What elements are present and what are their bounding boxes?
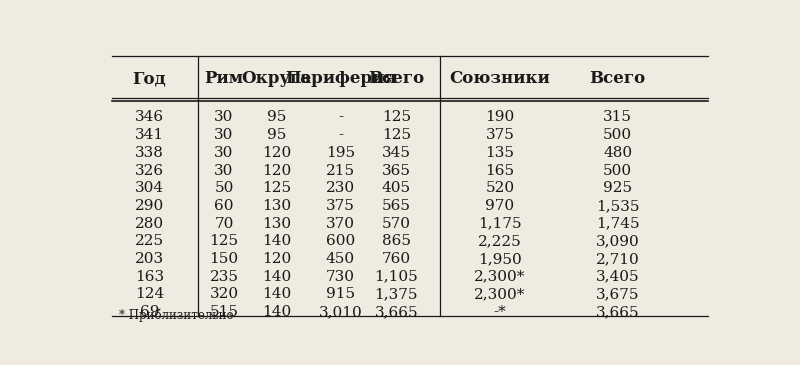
Text: 730: 730 bbox=[326, 270, 355, 284]
Text: 280: 280 bbox=[135, 217, 164, 231]
Text: 365: 365 bbox=[382, 164, 411, 177]
Text: -: - bbox=[338, 128, 343, 142]
Text: 3,665: 3,665 bbox=[596, 305, 639, 319]
Text: 375: 375 bbox=[486, 128, 514, 142]
Text: Союзники: Союзники bbox=[450, 70, 550, 88]
Text: 3,675: 3,675 bbox=[596, 288, 639, 301]
Text: 125: 125 bbox=[382, 111, 411, 124]
Text: 215: 215 bbox=[326, 164, 355, 177]
Text: 140: 140 bbox=[262, 288, 291, 301]
Text: 925: 925 bbox=[603, 181, 632, 195]
Text: 1,105: 1,105 bbox=[374, 270, 418, 284]
Text: 290: 290 bbox=[135, 199, 164, 213]
Text: 140: 140 bbox=[262, 234, 291, 248]
Text: 135: 135 bbox=[486, 146, 514, 160]
Text: 30: 30 bbox=[214, 128, 234, 142]
Text: 30: 30 bbox=[214, 146, 234, 160]
Text: 1,745: 1,745 bbox=[596, 217, 639, 231]
Text: 304: 304 bbox=[135, 181, 164, 195]
Text: 150: 150 bbox=[210, 252, 238, 266]
Text: 970: 970 bbox=[486, 199, 514, 213]
Text: 140: 140 bbox=[262, 305, 291, 319]
Text: Год: Год bbox=[133, 70, 166, 88]
Text: 450: 450 bbox=[326, 252, 355, 266]
Text: 70: 70 bbox=[214, 217, 234, 231]
Text: 125: 125 bbox=[382, 128, 411, 142]
Text: 515: 515 bbox=[210, 305, 238, 319]
Text: 190: 190 bbox=[486, 111, 514, 124]
Text: 195: 195 bbox=[326, 146, 355, 160]
Text: 30: 30 bbox=[214, 164, 234, 177]
Text: 120: 120 bbox=[262, 146, 291, 160]
Text: 600: 600 bbox=[326, 234, 355, 248]
Text: 570: 570 bbox=[382, 217, 411, 231]
Text: 375: 375 bbox=[326, 199, 355, 213]
Text: 1,950: 1,950 bbox=[478, 252, 522, 266]
Text: 3,665: 3,665 bbox=[374, 305, 418, 319]
Text: -: - bbox=[338, 111, 343, 124]
Text: Периферия: Периферия bbox=[285, 70, 396, 88]
Text: 500: 500 bbox=[603, 128, 632, 142]
Text: 915: 915 bbox=[326, 288, 355, 301]
Text: 235: 235 bbox=[210, 270, 238, 284]
Text: 230: 230 bbox=[326, 181, 355, 195]
Text: 130: 130 bbox=[262, 199, 291, 213]
Text: 1,375: 1,375 bbox=[374, 288, 418, 301]
Text: 315: 315 bbox=[603, 111, 632, 124]
Text: 120: 120 bbox=[262, 252, 291, 266]
Text: 480: 480 bbox=[603, 146, 632, 160]
Text: 865: 865 bbox=[382, 234, 411, 248]
Text: 1,535: 1,535 bbox=[596, 199, 639, 213]
Text: 3,090: 3,090 bbox=[596, 234, 639, 248]
Text: 140: 140 bbox=[262, 270, 291, 284]
Text: 320: 320 bbox=[210, 288, 238, 301]
Text: -*: -* bbox=[494, 305, 506, 319]
Text: 520: 520 bbox=[486, 181, 514, 195]
Text: 125: 125 bbox=[210, 234, 238, 248]
Text: 565: 565 bbox=[382, 199, 411, 213]
Text: 120: 120 bbox=[262, 164, 291, 177]
Text: 346: 346 bbox=[135, 111, 164, 124]
Text: 2,300*: 2,300* bbox=[474, 270, 526, 284]
Text: * Приблизительно: * Приблизительно bbox=[118, 308, 234, 322]
Text: 341: 341 bbox=[135, 128, 164, 142]
Text: 95: 95 bbox=[267, 111, 286, 124]
Text: 345: 345 bbox=[382, 146, 411, 160]
Text: 2,300*: 2,300* bbox=[474, 288, 526, 301]
Text: 2,710: 2,710 bbox=[596, 252, 639, 266]
Text: 760: 760 bbox=[382, 252, 411, 266]
Text: 69: 69 bbox=[140, 305, 159, 319]
Text: 338: 338 bbox=[135, 146, 164, 160]
Text: 125: 125 bbox=[262, 181, 291, 195]
Text: 405: 405 bbox=[382, 181, 411, 195]
Text: 326: 326 bbox=[135, 164, 164, 177]
Text: 3,010: 3,010 bbox=[318, 305, 362, 319]
Text: Всего: Всего bbox=[368, 70, 425, 88]
Text: Всего: Всего bbox=[590, 70, 646, 88]
Text: 2,225: 2,225 bbox=[478, 234, 522, 248]
Text: 203: 203 bbox=[135, 252, 164, 266]
Text: 124: 124 bbox=[135, 288, 164, 301]
Text: 165: 165 bbox=[486, 164, 514, 177]
Text: 30: 30 bbox=[214, 111, 234, 124]
Text: 50: 50 bbox=[214, 181, 234, 195]
Text: 370: 370 bbox=[326, 217, 355, 231]
Text: 3,405: 3,405 bbox=[596, 270, 639, 284]
Text: 500: 500 bbox=[603, 164, 632, 177]
Text: 130: 130 bbox=[262, 217, 291, 231]
Text: 163: 163 bbox=[135, 270, 164, 284]
Text: 95: 95 bbox=[267, 128, 286, 142]
Text: 225: 225 bbox=[135, 234, 164, 248]
Text: 60: 60 bbox=[214, 199, 234, 213]
Text: 1,175: 1,175 bbox=[478, 217, 522, 231]
Text: Рим: Рим bbox=[205, 70, 243, 88]
Text: Округа: Округа bbox=[242, 70, 312, 88]
